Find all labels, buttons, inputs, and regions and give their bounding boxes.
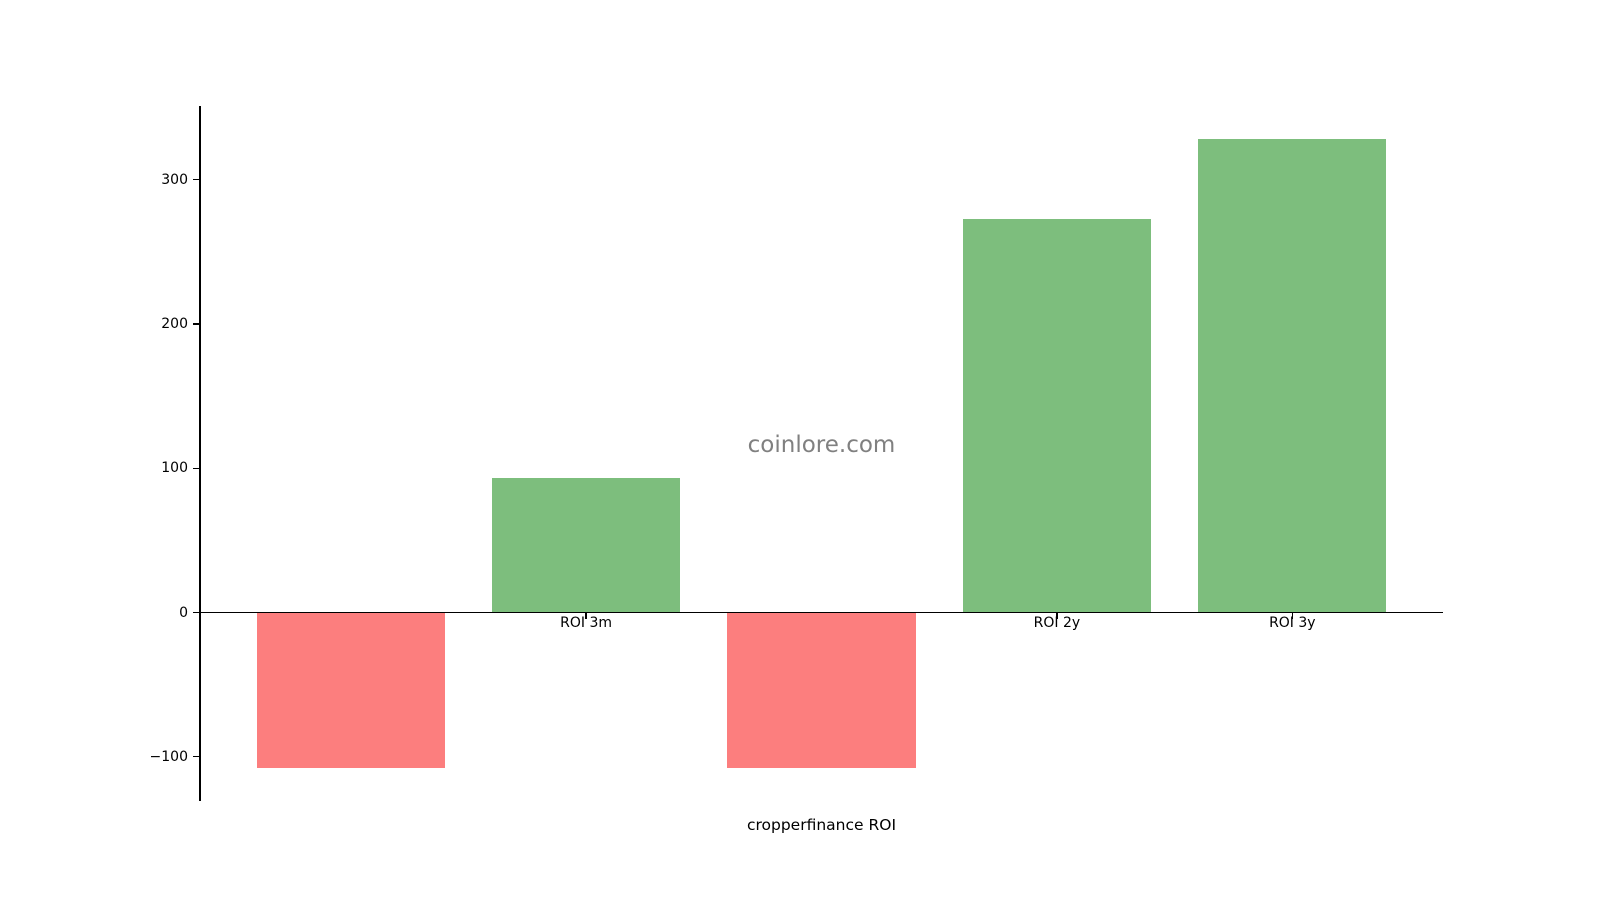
bar-roi-3y	[1198, 139, 1387, 613]
bar-0	[256, 612, 445, 769]
x-axis-zero-line	[200, 611, 1443, 614]
y-tick-label: 0	[179, 604, 188, 621]
y-tick-label: 100	[161, 460, 188, 477]
y-tick-label: 300	[161, 171, 188, 188]
chart-title: cropperfinance ROI	[746, 816, 897, 834]
y-tick	[193, 756, 200, 758]
x-tick-label-roi-3m: ROI 3m	[560, 614, 613, 631]
x-tick	[1056, 612, 1058, 619]
x-tick	[585, 612, 587, 619]
y-tick	[193, 611, 200, 614]
y-tick-label: 200	[161, 316, 188, 332]
bar-roi-2y	[962, 218, 1152, 613]
y-tick-label: −100	[149, 748, 188, 765]
y-axis-spine	[199, 106, 201, 801]
bar-2	[727, 612, 916, 769]
coinlore-watermark: coinlore.com	[747, 432, 896, 458]
y-tick	[193, 323, 200, 325]
x-tick-label-roi-2y: ROI 2y	[1033, 614, 1081, 631]
y-tick	[193, 467, 200, 469]
x-tick	[1291, 612, 1293, 619]
x-tick-label-roi-3y: ROI 3y	[1269, 614, 1316, 631]
bar-roi-3m	[491, 478, 681, 613]
y-tick	[193, 179, 200, 181]
